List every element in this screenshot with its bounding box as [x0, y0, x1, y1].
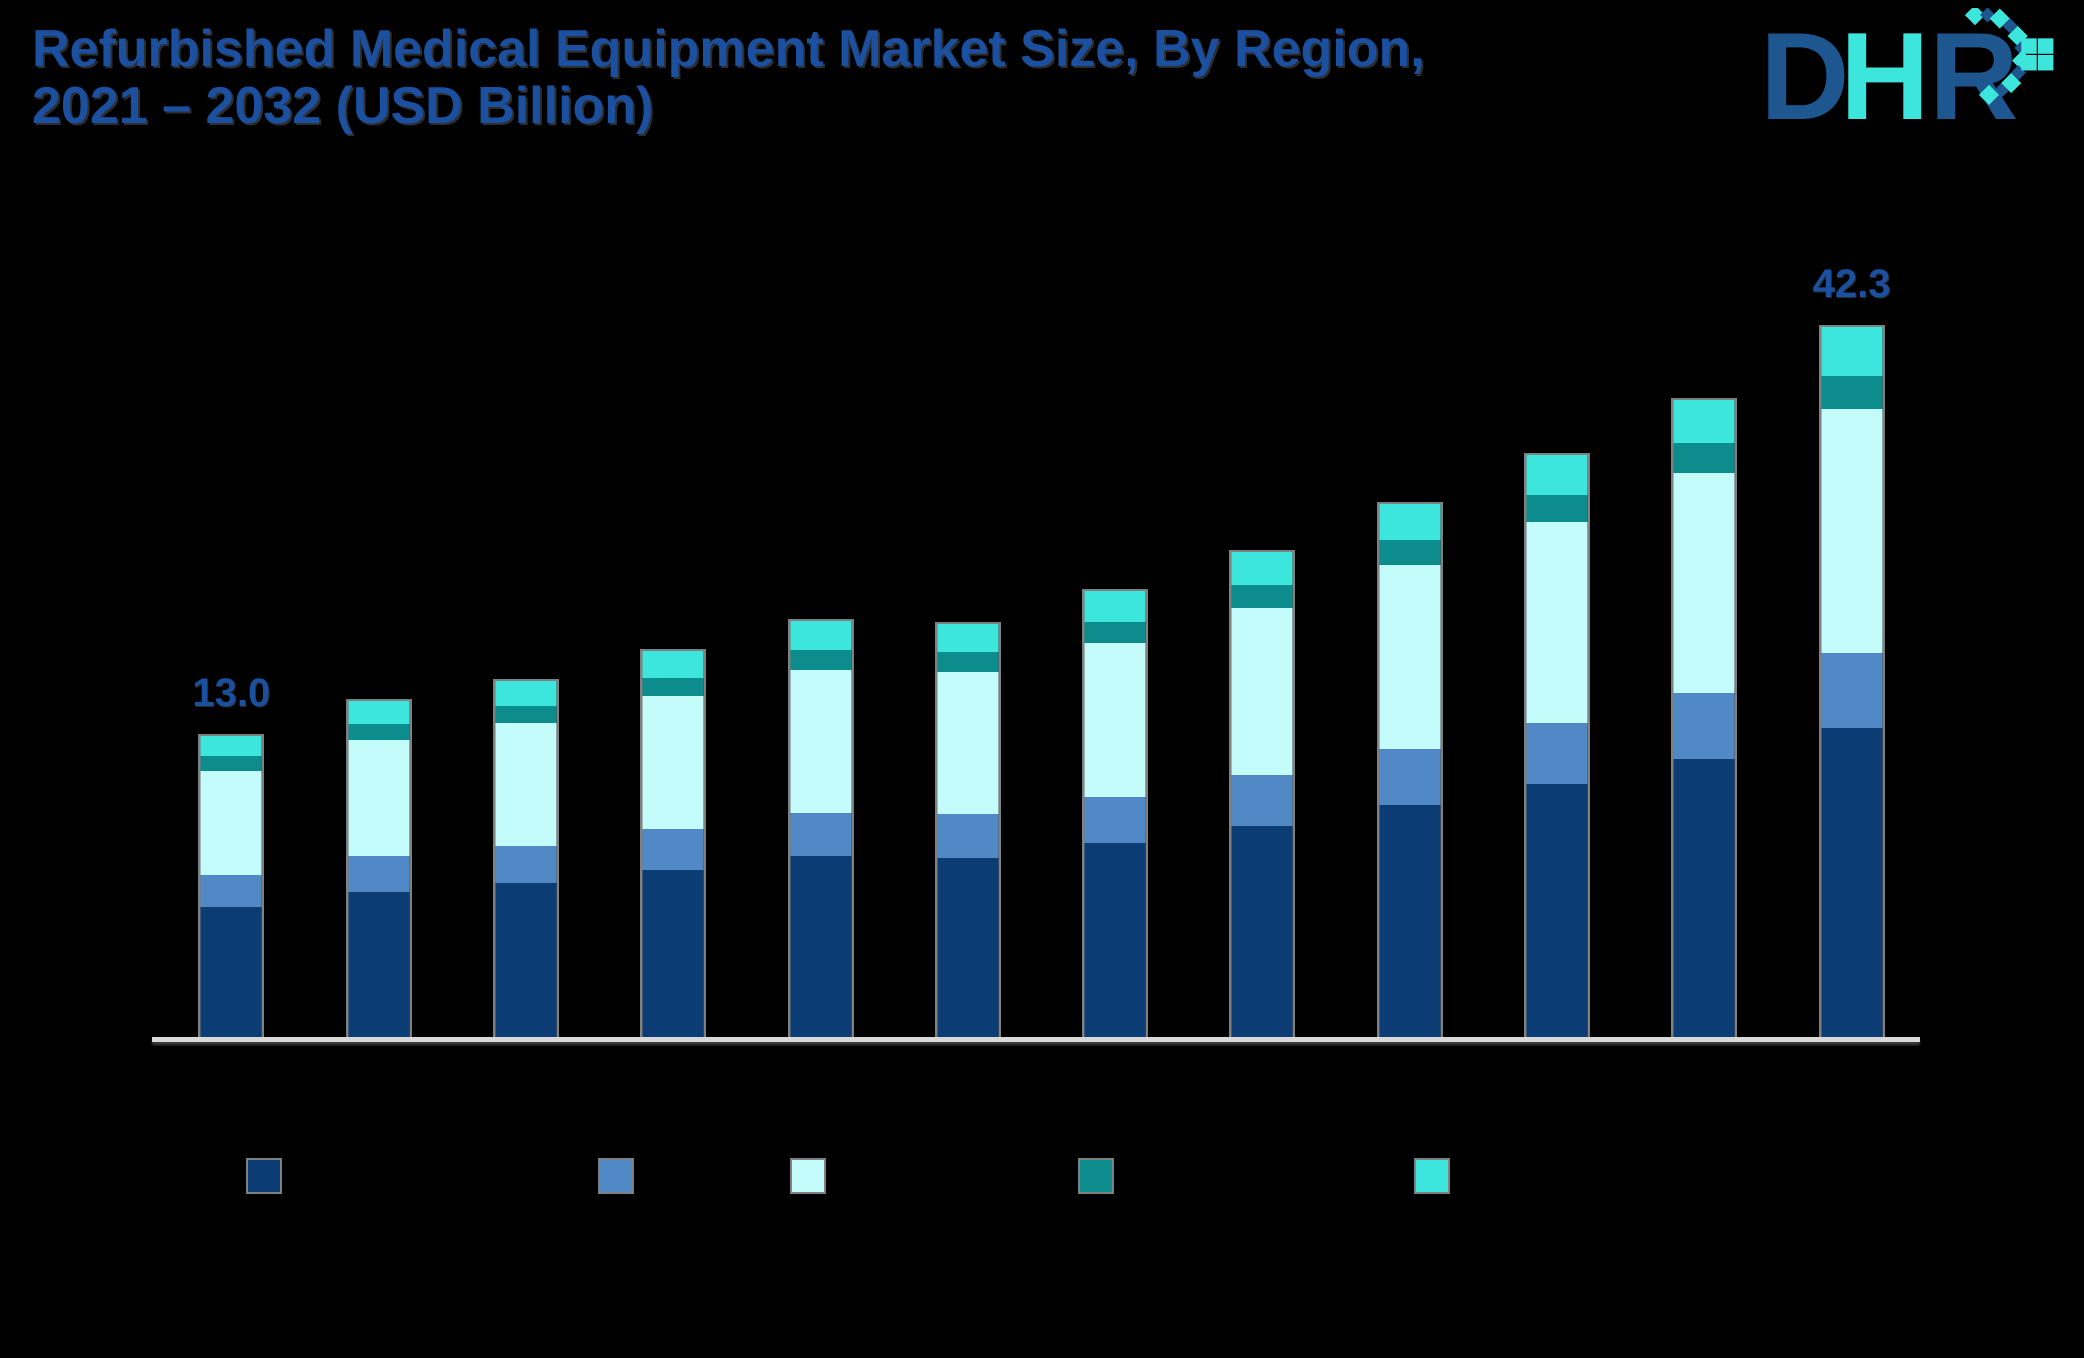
svg-text:R: R [1929, 8, 2016, 146]
svg-text:H: H [1840, 8, 1922, 146]
svg-text:D: D [1760, 8, 1845, 146]
